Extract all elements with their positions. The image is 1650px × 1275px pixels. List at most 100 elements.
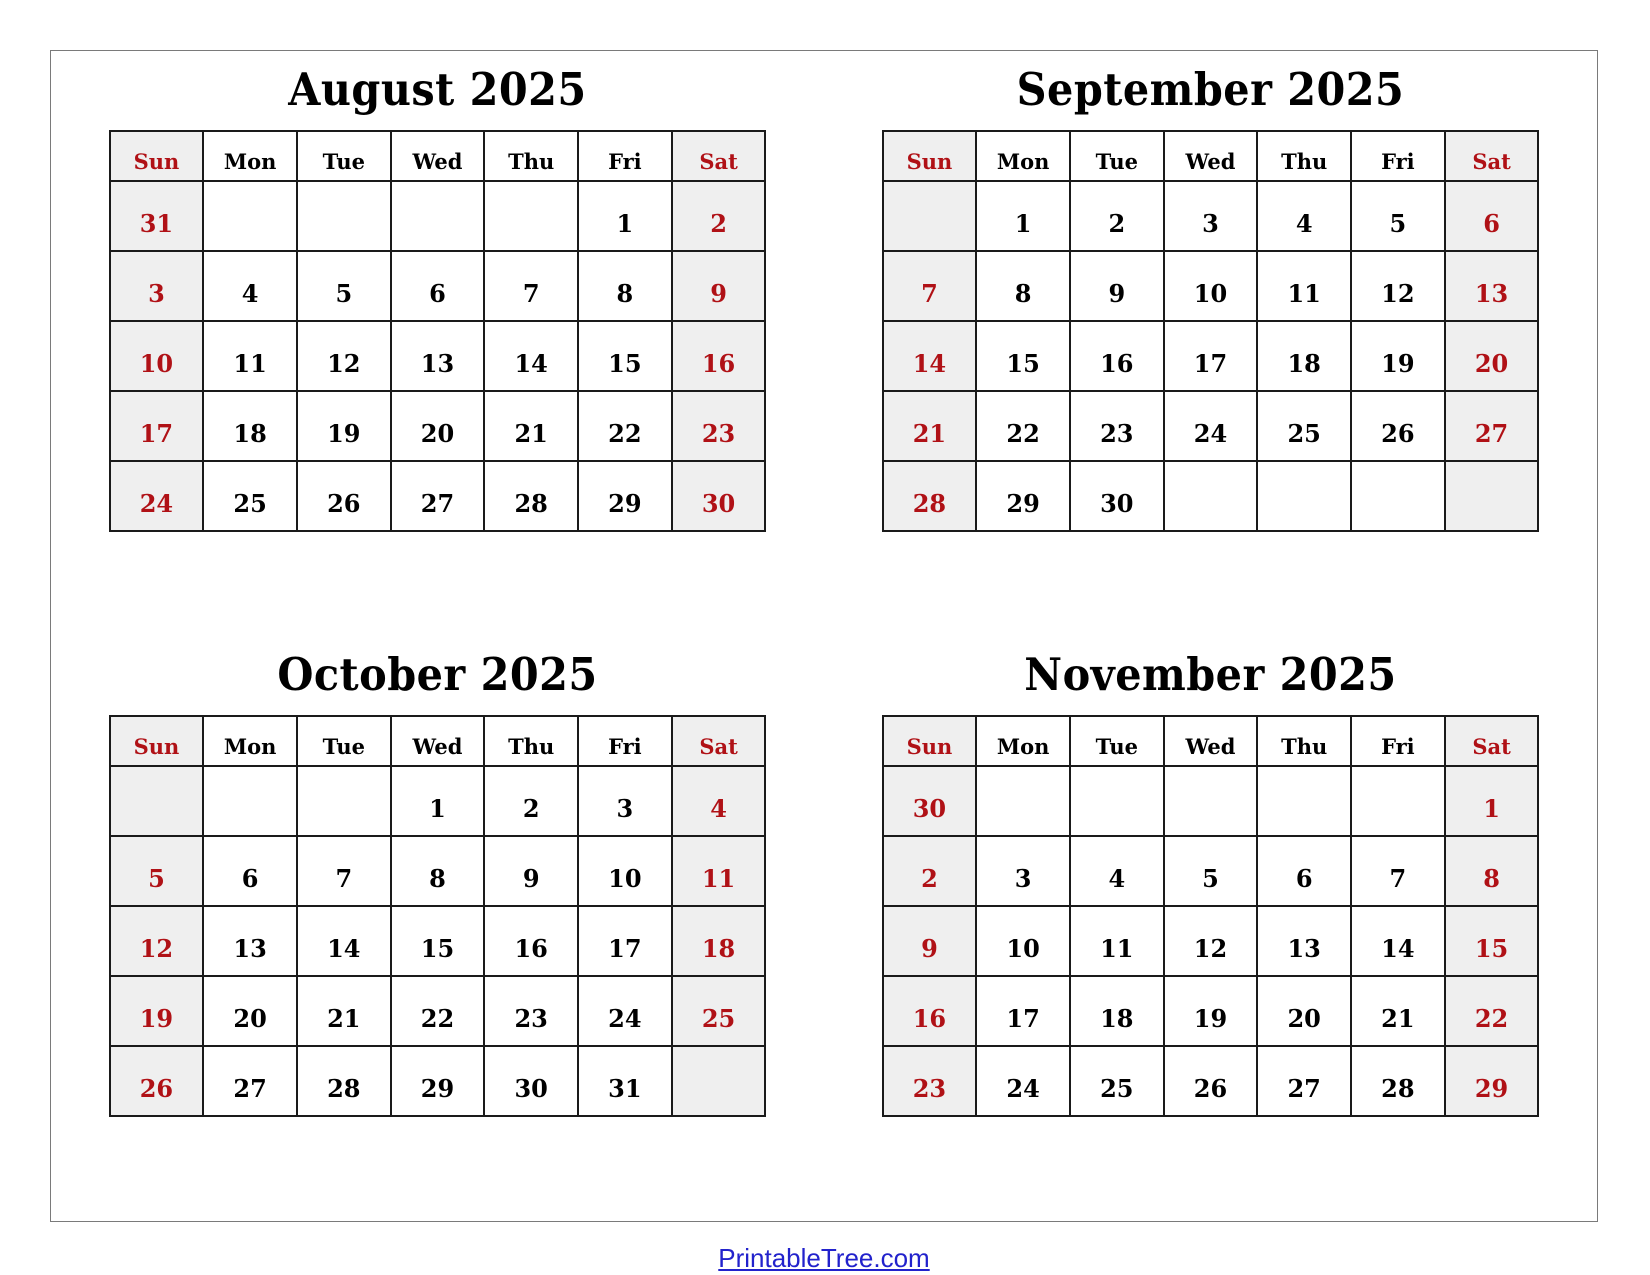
day-cell[interactable]: 29	[1443, 1045, 1540, 1117]
day-cell[interactable]: 5	[108, 835, 205, 907]
day-cell[interactable]: 11	[670, 835, 767, 907]
day-cell[interactable]: 16	[1068, 320, 1165, 392]
day-cell[interactable]: 19	[108, 975, 205, 1047]
day-cell[interactable]: 29	[975, 460, 1071, 532]
day-cell[interactable]: 13	[1443, 250, 1540, 322]
day-cell[interactable]: 20	[1443, 320, 1540, 392]
day-cell[interactable]: 31	[108, 180, 205, 252]
day-cell[interactable]: 22	[975, 390, 1071, 462]
day-cell[interactable]: 3	[1162, 180, 1259, 252]
day-cell[interactable]: 14	[1350, 905, 1446, 977]
day-cell[interactable]: 30	[1068, 460, 1165, 532]
day-cell[interactable]: 7	[483, 250, 580, 322]
day-cell[interactable]: 15	[577, 320, 673, 392]
day-cell[interactable]: 28	[483, 460, 580, 532]
day-cell[interactable]: 12	[1162, 905, 1259, 977]
day-cell[interactable]: 4	[1068, 835, 1165, 907]
day-cell[interactable]: 18	[202, 390, 298, 462]
day-cell[interactable]: 10	[975, 905, 1071, 977]
day-cell[interactable]: 16	[670, 320, 767, 392]
day-cell[interactable]: 17	[975, 975, 1071, 1047]
day-cell[interactable]: 18	[1256, 320, 1353, 392]
day-cell[interactable]: 27	[389, 460, 486, 532]
day-cell[interactable]: 3	[577, 765, 673, 837]
day-cell[interactable]: 6	[389, 250, 486, 322]
day-cell[interactable]: 12	[1350, 250, 1446, 322]
day-cell[interactable]: 15	[975, 320, 1071, 392]
day-cell[interactable]: 17	[577, 905, 673, 977]
day-cell[interactable]: 20	[389, 390, 486, 462]
day-cell[interactable]: 1	[577, 180, 673, 252]
day-cell[interactable]: 5	[295, 250, 392, 322]
day-cell[interactable]: 12	[295, 320, 392, 392]
day-cell[interactable]: 18	[1068, 975, 1165, 1047]
day-cell[interactable]: 11	[202, 320, 298, 392]
day-cell[interactable]: 4	[1256, 180, 1353, 252]
day-cell[interactable]: 24	[577, 975, 673, 1047]
day-cell[interactable]: 9	[670, 250, 767, 322]
day-cell[interactable]: 24	[1162, 390, 1259, 462]
day-cell[interactable]: 30	[881, 765, 978, 837]
day-cell[interactable]: 5	[1350, 180, 1446, 252]
day-cell[interactable]: 29	[389, 1045, 486, 1117]
day-cell[interactable]: 16	[483, 905, 580, 977]
day-cell[interactable]: 19	[295, 390, 392, 462]
day-cell[interactable]: 25	[1256, 390, 1353, 462]
day-cell[interactable]: 13	[202, 905, 298, 977]
day-cell[interactable]: 9	[483, 835, 580, 907]
day-cell[interactable]: 23	[881, 1045, 978, 1117]
day-cell[interactable]: 21	[881, 390, 978, 462]
day-cell[interactable]: 26	[295, 460, 392, 532]
day-cell[interactable]: 6	[1443, 180, 1540, 252]
day-cell[interactable]: 1	[975, 180, 1071, 252]
day-cell[interactable]: 26	[1162, 1045, 1259, 1117]
day-cell[interactable]: 25	[670, 975, 767, 1047]
day-cell[interactable]: 28	[1350, 1045, 1446, 1117]
day-cell[interactable]: 29	[577, 460, 673, 532]
day-cell[interactable]: 8	[975, 250, 1071, 322]
day-cell[interactable]: 4	[202, 250, 298, 322]
day-cell[interactable]: 3	[975, 835, 1071, 907]
day-cell[interactable]: 26	[1350, 390, 1446, 462]
day-cell[interactable]: 27	[202, 1045, 298, 1117]
day-cell[interactable]: 31	[577, 1045, 673, 1117]
day-cell[interactable]: 14	[295, 905, 392, 977]
day-cell[interactable]: 4	[670, 765, 767, 837]
day-cell[interactable]: 30	[483, 1045, 580, 1117]
day-cell[interactable]: 27	[1443, 390, 1540, 462]
day-cell[interactable]: 12	[108, 905, 205, 977]
day-cell[interactable]: 10	[1162, 250, 1259, 322]
day-cell[interactable]: 2	[670, 180, 767, 252]
day-cell[interactable]: 21	[295, 975, 392, 1047]
day-cell[interactable]: 9	[1068, 250, 1165, 322]
day-cell[interactable]: 25	[1068, 1045, 1165, 1117]
day-cell[interactable]: 28	[295, 1045, 392, 1117]
day-cell[interactable]: 1	[1443, 765, 1540, 837]
day-cell[interactable]: 7	[1350, 835, 1446, 907]
day-cell[interactable]: 11	[1256, 250, 1353, 322]
day-cell[interactable]: 13	[389, 320, 486, 392]
day-cell[interactable]: 24	[975, 1045, 1071, 1117]
day-cell[interactable]: 7	[295, 835, 392, 907]
day-cell[interactable]: 3	[108, 250, 205, 322]
day-cell[interactable]: 7	[881, 250, 978, 322]
day-cell[interactable]: 6	[1256, 835, 1353, 907]
day-cell[interactable]: 26	[108, 1045, 205, 1117]
day-cell[interactable]: 16	[881, 975, 978, 1047]
day-cell[interactable]: 28	[881, 460, 978, 532]
day-cell[interactable]: 10	[577, 835, 673, 907]
day-cell[interactable]: 17	[1162, 320, 1259, 392]
day-cell[interactable]: 20	[1256, 975, 1353, 1047]
day-cell[interactable]: 23	[483, 975, 580, 1047]
day-cell[interactable]: 15	[1443, 905, 1540, 977]
day-cell[interactable]: 14	[483, 320, 580, 392]
day-cell[interactable]: 14	[881, 320, 978, 392]
day-cell[interactable]: 13	[1256, 905, 1353, 977]
day-cell[interactable]: 24	[108, 460, 205, 532]
day-cell[interactable]: 8	[389, 835, 486, 907]
day-cell[interactable]: 17	[108, 390, 205, 462]
day-cell[interactable]: 22	[577, 390, 673, 462]
day-cell[interactable]: 21	[483, 390, 580, 462]
day-cell[interactable]: 5	[1162, 835, 1259, 907]
day-cell[interactable]: 11	[1068, 905, 1165, 977]
